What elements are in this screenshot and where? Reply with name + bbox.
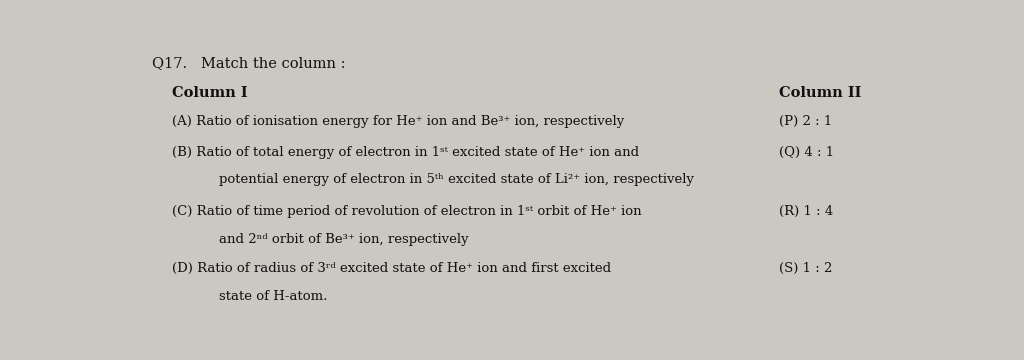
Text: (P) 2 : 1: (P) 2 : 1 xyxy=(778,115,833,128)
Text: Q17.   Match the column :: Q17. Match the column : xyxy=(152,56,345,70)
Text: (C) Ratio of time period of revolution of electron in 1ˢᵗ orbit of He⁺ ion: (C) Ratio of time period of revolution o… xyxy=(172,205,641,219)
Text: (A) Ratio of ionisation energy for He⁺ ion and Be³⁺ ion, respectively: (A) Ratio of ionisation energy for He⁺ i… xyxy=(172,115,624,128)
Text: (D) Ratio of radius of 3ʳᵈ excited state of He⁺ ion and first excited: (D) Ratio of radius of 3ʳᵈ excited state… xyxy=(172,262,610,275)
Text: and 2ⁿᵈ orbit of Be³⁺ ion, respectively: and 2ⁿᵈ orbit of Be³⁺ ion, respectively xyxy=(219,233,469,246)
Text: (R) 1 : 4: (R) 1 : 4 xyxy=(778,205,833,219)
Text: Column II: Column II xyxy=(778,86,861,100)
Text: (B) Ratio of total energy of electron in 1ˢᵗ excited state of He⁺ ion and: (B) Ratio of total energy of electron in… xyxy=(172,146,639,159)
Text: (S) 1 : 2: (S) 1 : 2 xyxy=(778,262,833,275)
Text: (Q) 4 : 1: (Q) 4 : 1 xyxy=(778,146,834,159)
Text: Column I: Column I xyxy=(172,86,247,100)
Text: potential energy of electron in 5ᵗʰ excited state of Li²⁺ ion, respectively: potential energy of electron in 5ᵗʰ exci… xyxy=(219,174,694,186)
Text: state of H-atom.: state of H-atom. xyxy=(219,290,328,303)
